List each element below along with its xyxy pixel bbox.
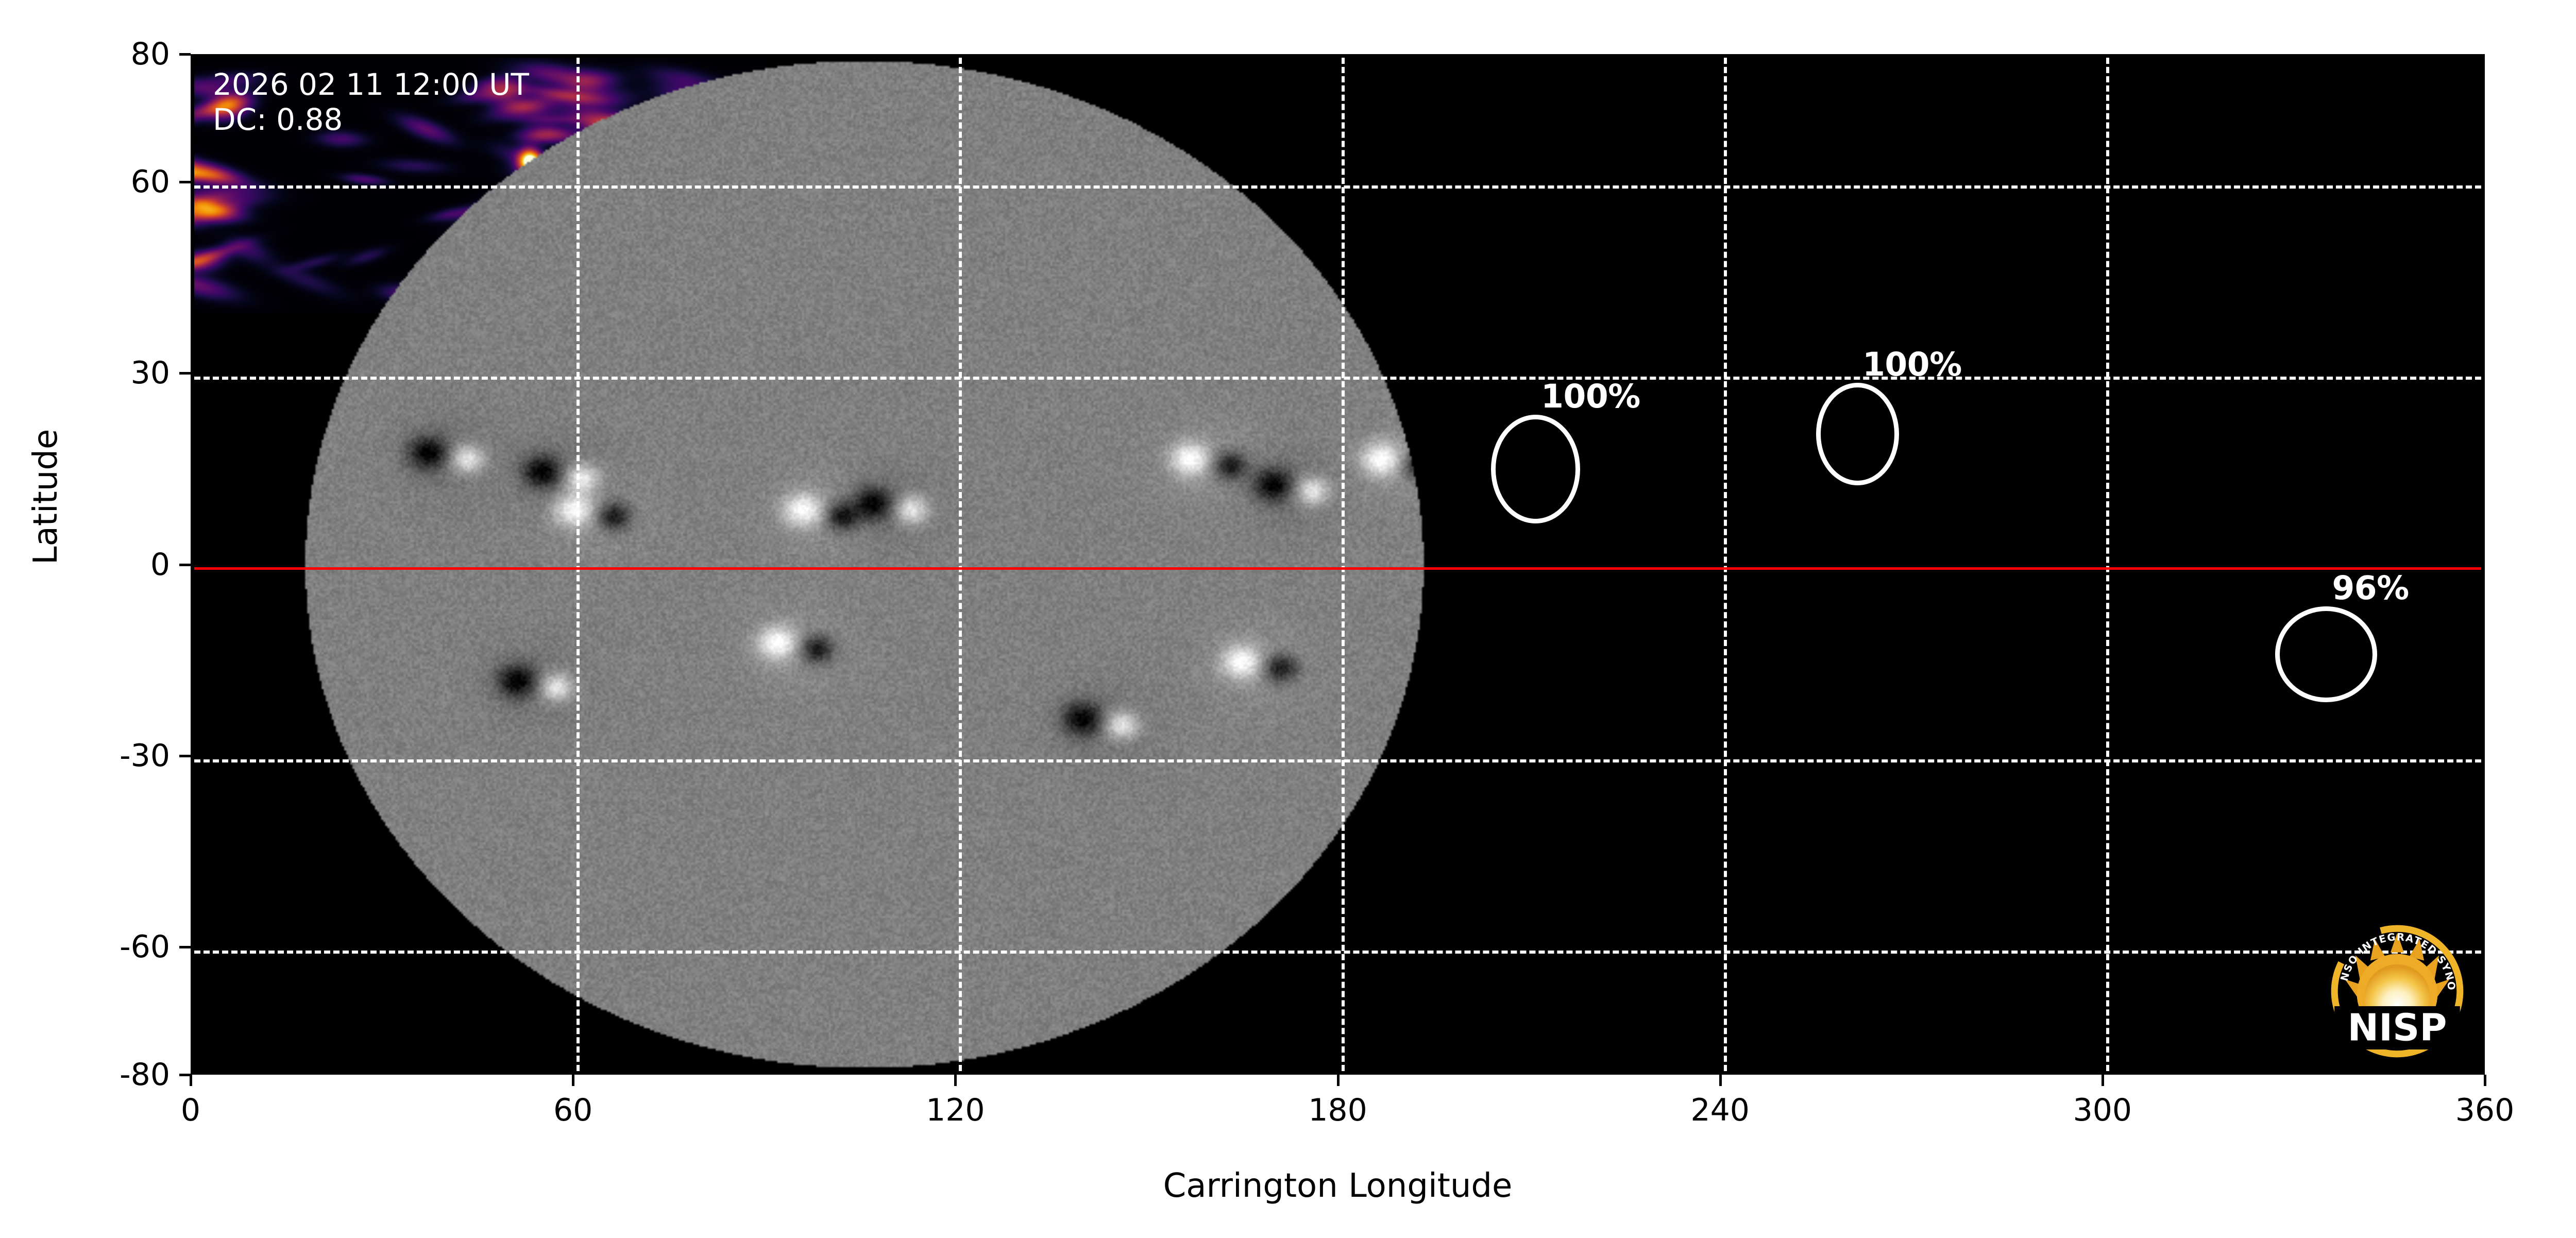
y-tick-60 <box>179 180 191 183</box>
y-tick-label-80: 80 <box>130 36 170 72</box>
x-tick-label-360: 360 <box>2455 1092 2515 1128</box>
equator-line <box>194 567 2481 570</box>
y-tick--80 <box>179 1074 191 1076</box>
gridline-lon-240 <box>1723 58 1727 1071</box>
y-tick-0 <box>179 563 191 566</box>
synoptic-map-axes: 100% 100% 96% 2026 02 11 12:00 UT DC: 0.88 <box>191 54 2485 1075</box>
x-tick-label-120: 120 <box>926 1092 985 1128</box>
gridline-lon-180 <box>1341 58 1345 1071</box>
timestamp-annotation: 2026 02 11 12:00 UT DC: 0.88 <box>213 67 529 138</box>
x-tick-0 <box>190 1075 192 1086</box>
active-region-confidence-label-3: 96% <box>2332 569 2409 607</box>
y-tick-label--80: -80 <box>120 1057 170 1093</box>
active-region-marker-3 <box>2275 606 2377 702</box>
y-tick-label-0: 0 <box>150 546 170 583</box>
active-region-confidence-label-2: 100% <box>1862 346 1962 384</box>
x-tick-360 <box>2484 1075 2486 1086</box>
frontside-magnetogram-disk <box>194 58 2481 1071</box>
gridline-lon-300 <box>2106 58 2109 1071</box>
active-region-confidence-label-1: 100% <box>1541 378 1640 416</box>
x-tick-label-180: 180 <box>1308 1092 1367 1128</box>
x-tick-120 <box>954 1075 957 1086</box>
x-tick-label-240: 240 <box>1690 1092 1750 1128</box>
gridline-lat--60 <box>194 951 2481 954</box>
y-tick--60 <box>179 946 191 949</box>
x-tick-label-60: 60 <box>553 1092 593 1128</box>
y-tick-80 <box>179 53 191 56</box>
y-axis-label: Latitude <box>27 429 65 565</box>
x-tick-60 <box>572 1075 575 1086</box>
y-tick-label-60: 60 <box>130 163 170 200</box>
x-tick-300 <box>2101 1075 2104 1086</box>
y-tick--30 <box>179 754 191 757</box>
y-tick-label--30: -30 <box>120 737 170 774</box>
nisp-acronym-text: NISP <box>2347 1007 2447 1050</box>
y-tick-30 <box>179 372 191 375</box>
y-tick-label-30: 30 <box>130 355 170 392</box>
x-tick-label-0: 0 <box>180 1092 201 1128</box>
gridline-lat-60 <box>194 185 2481 189</box>
nisp-logo-icon: NISP NSO INTEGRATED SYNOPTIC PROGRAM <box>2323 917 2464 1058</box>
gridline-lat--30 <box>194 759 2481 762</box>
x-axis-label: Carrington Longitude <box>1163 1167 1513 1205</box>
x-tick-240 <box>1719 1075 1722 1086</box>
gridline-lon-60 <box>577 58 580 1071</box>
y-tick-label--60: -60 <box>120 929 170 965</box>
plot-clip-region: 100% 100% 96% 2026 02 11 12:00 UT DC: 0.88 <box>194 58 2481 1071</box>
active-region-marker-2 <box>1816 383 1899 485</box>
x-tick-180 <box>1336 1075 1340 1086</box>
x-tick-label-300: 300 <box>2073 1092 2132 1128</box>
gridline-lat-30 <box>194 377 2481 380</box>
gridline-lon-120 <box>959 58 962 1071</box>
active-region-marker-1 <box>1491 415 1581 523</box>
